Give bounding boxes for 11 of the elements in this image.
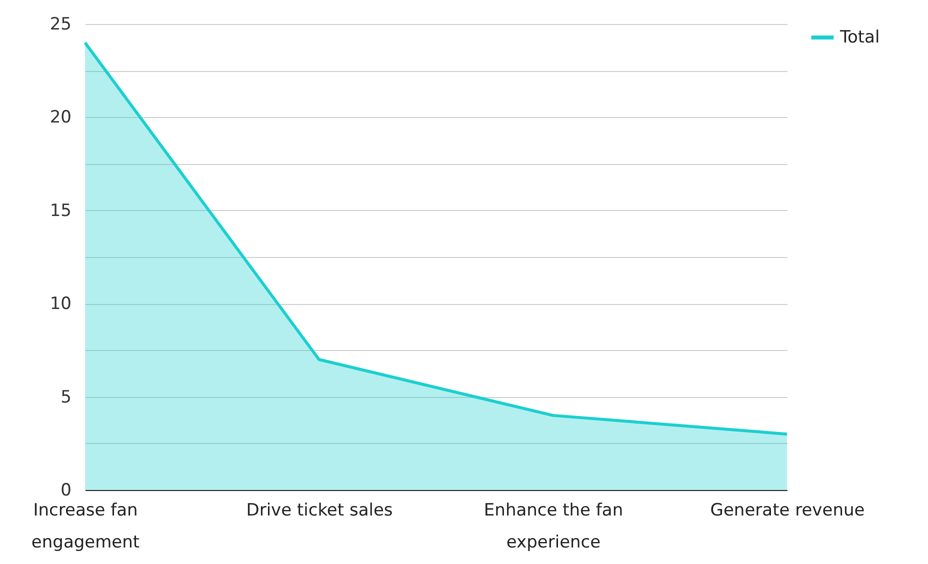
x-tick-label: Drive ticket sales bbox=[246, 500, 393, 520]
y-tick-label: 15 bbox=[50, 200, 72, 221]
y-tick-label: 25 bbox=[50, 14, 72, 34]
x-tick-label: Increase fan engagement bbox=[31, 500, 140, 552]
x-tick-label: Enhance the fan experience bbox=[484, 500, 624, 552]
x-tick-label: Generate revenue bbox=[710, 500, 865, 520]
y-tick-label: 0 bbox=[60, 480, 72, 500]
y-tick-label: 20 bbox=[50, 108, 72, 128]
y-tick-label: 10 bbox=[50, 294, 72, 314]
legend-label: Total bbox=[839, 28, 880, 48]
y-tick-label: 5 bbox=[60, 387, 72, 408]
